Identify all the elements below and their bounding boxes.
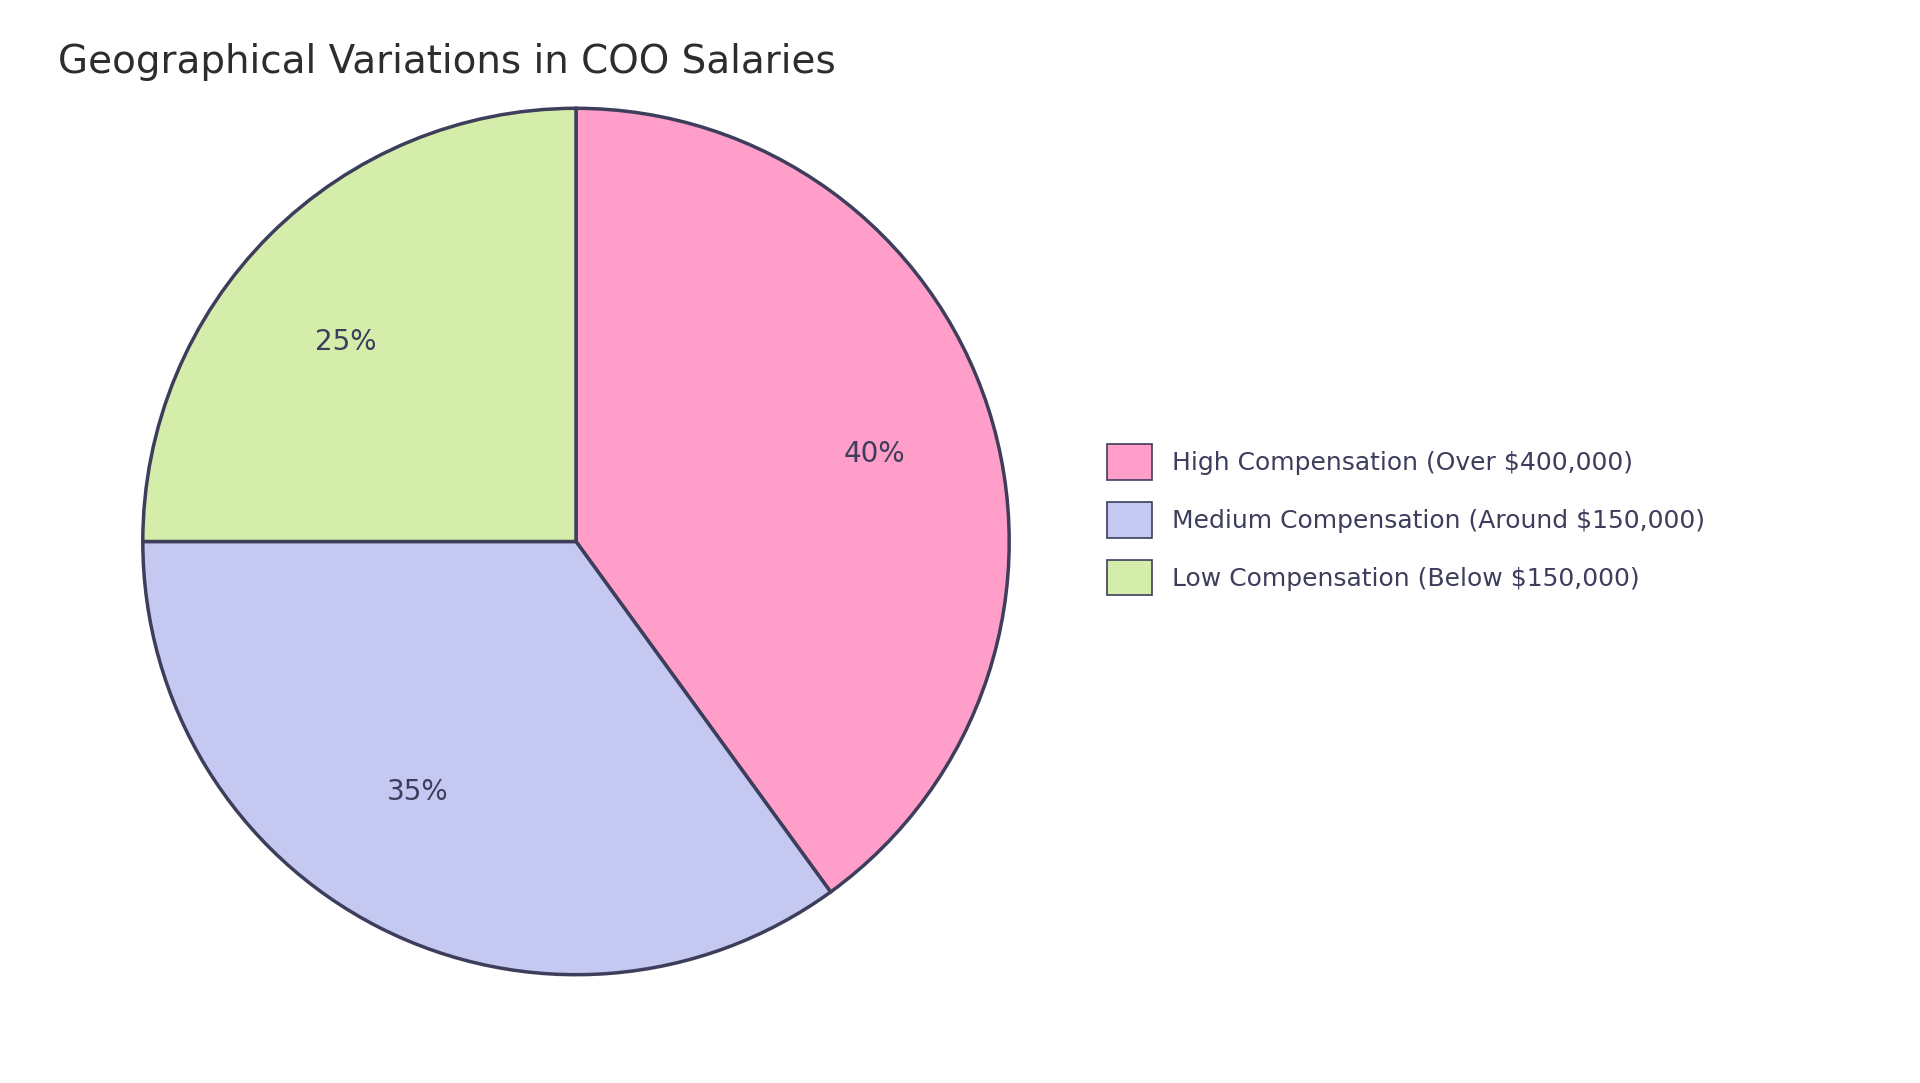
Text: 25%: 25% <box>315 328 376 356</box>
Wedge shape <box>576 108 1010 892</box>
Text: 35%: 35% <box>386 779 447 807</box>
Text: 40%: 40% <box>843 441 906 469</box>
Wedge shape <box>142 542 831 975</box>
Wedge shape <box>142 108 576 542</box>
Legend: High Compensation (Over $400,000), Medium Compensation (Around $150,000), Low Co: High Compensation (Over $400,000), Mediu… <box>1108 444 1705 596</box>
Text: Geographical Variations in COO Salaries: Geographical Variations in COO Salaries <box>58 43 835 81</box>
